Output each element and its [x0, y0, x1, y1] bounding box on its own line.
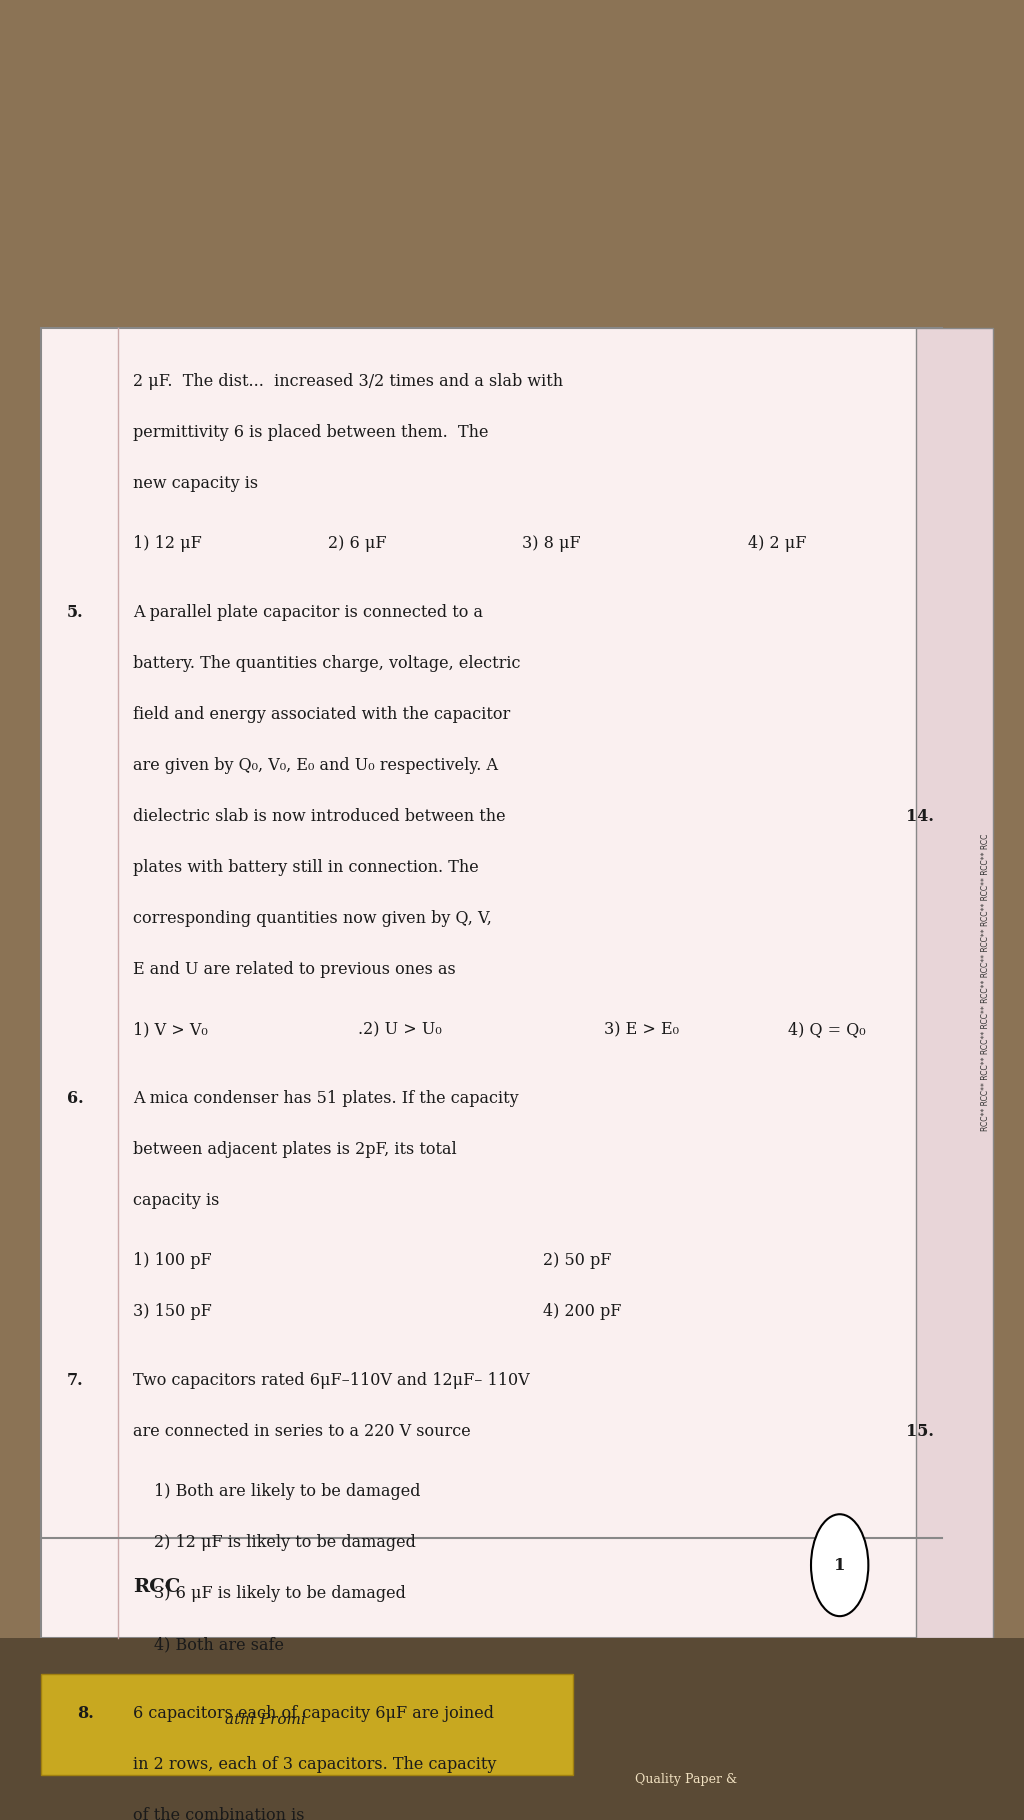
Bar [41, 328, 942, 1638]
Text: RCC: RCC [133, 1578, 180, 1596]
Bar [41, 1674, 573, 1774]
Text: 1) 100 pF: 1) 100 pF [133, 1252, 212, 1269]
Text: in 2 rows, each of 3 capacitors. The capacity: in 2 rows, each of 3 capacitors. The cap… [133, 1756, 497, 1773]
Text: 15.: 15. [906, 1423, 934, 1440]
Text: between adjacent plates is 2pF, its total: between adjacent plates is 2pF, its tota… [133, 1141, 457, 1158]
Text: field and energy associated with the capacitor: field and energy associated with the cap… [133, 706, 510, 723]
Text: 1: 1 [834, 1556, 846, 1574]
Text: 4) Q = Q₀: 4) Q = Q₀ [788, 1021, 866, 1037]
Text: 2) 12 μF is likely to be damaged: 2) 12 μF is likely to be damaged [154, 1534, 416, 1551]
Text: 3) E > E₀: 3) E > E₀ [604, 1021, 679, 1037]
Text: A mica condenser has 51 plates. If the capacity: A mica condenser has 51 plates. If the c… [133, 1090, 519, 1107]
Text: 14.: 14. [906, 808, 934, 824]
Text: 6 capacitors each of capacity 6μF are joined: 6 capacitors each of capacity 6μF are jo… [133, 1705, 495, 1722]
Text: athi Promi: athi Promi [225, 1713, 306, 1727]
Text: 2 μF.  The dist...  increased 3/2 times and a slab with: 2 μF. The dist... increased 3/2 times an… [133, 373, 563, 389]
Text: Two capacitors rated 6μF–110V and 12μF– 110V: Two capacitors rated 6μF–110V and 12μF– … [133, 1372, 529, 1389]
Bar [916, 328, 993, 1638]
Text: 6.: 6. [67, 1090, 83, 1107]
Text: 2) 6 μF: 2) 6 μF [328, 535, 386, 551]
Text: E and U are related to previous ones as: E and U are related to previous ones as [133, 961, 456, 977]
Text: A parallel plate capacitor is connected to a: A parallel plate capacitor is connected … [133, 604, 483, 621]
Text: 1) V > V₀: 1) V > V₀ [133, 1021, 208, 1037]
Text: 1) Both are likely to be damaged: 1) Both are likely to be damaged [154, 1483, 420, 1500]
Text: 4) 2 μF: 4) 2 μF [748, 535, 806, 551]
Text: RCC** RCC** RCC** RCC** RCC** RCC** RCC** RCC** RCC** RCC** RCC** RCC: RCC** RCC** RCC** RCC** RCC** RCC** RCC*… [981, 834, 989, 1132]
Text: 2) 50 pF: 2) 50 pF [543, 1252, 611, 1269]
Text: 1) 12 μF: 1) 12 μF [133, 535, 202, 551]
Text: battery. The quantities charge, voltage, electric: battery. The quantities charge, voltage,… [133, 655, 520, 672]
Text: 3) 6 μF is likely to be damaged: 3) 6 μF is likely to be damaged [154, 1585, 406, 1602]
Text: are connected in series to a 220 V source: are connected in series to a 220 V sourc… [133, 1423, 471, 1440]
Text: of the combination is: of the combination is [133, 1807, 304, 1820]
Text: new capacity is: new capacity is [133, 475, 258, 491]
Text: 4) 200 pF: 4) 200 pF [543, 1303, 622, 1320]
Text: dielectric slab is now introduced between the: dielectric slab is now introduced betwee… [133, 808, 506, 824]
Text: 5.: 5. [67, 604, 83, 621]
Circle shape [811, 1514, 868, 1616]
Text: Quality Paper &: Quality Paper & [635, 1773, 737, 1787]
Text: 3) 8 μF: 3) 8 μF [522, 535, 581, 551]
Text: 3) 150 pF: 3) 150 pF [133, 1303, 212, 1320]
Text: 7.: 7. [67, 1372, 83, 1389]
Bar [0, 1638, 1024, 1820]
Text: .2) U > U₀: .2) U > U₀ [358, 1021, 442, 1037]
Text: 4) Both are safe: 4) Both are safe [154, 1636, 284, 1653]
Text: 8.: 8. [77, 1705, 93, 1722]
Text: plates with battery still in connection. The: plates with battery still in connection.… [133, 859, 479, 875]
Text: corresponding quantities now given by Q, V,: corresponding quantities now given by Q,… [133, 910, 492, 926]
Text: are given by Q₀, V₀, E₀ and U₀ respectively. A: are given by Q₀, V₀, E₀ and U₀ respectiv… [133, 757, 498, 774]
Text: capacity is: capacity is [133, 1192, 219, 1208]
Text: permittivity 6 is placed between them.  The: permittivity 6 is placed between them. T… [133, 424, 488, 440]
